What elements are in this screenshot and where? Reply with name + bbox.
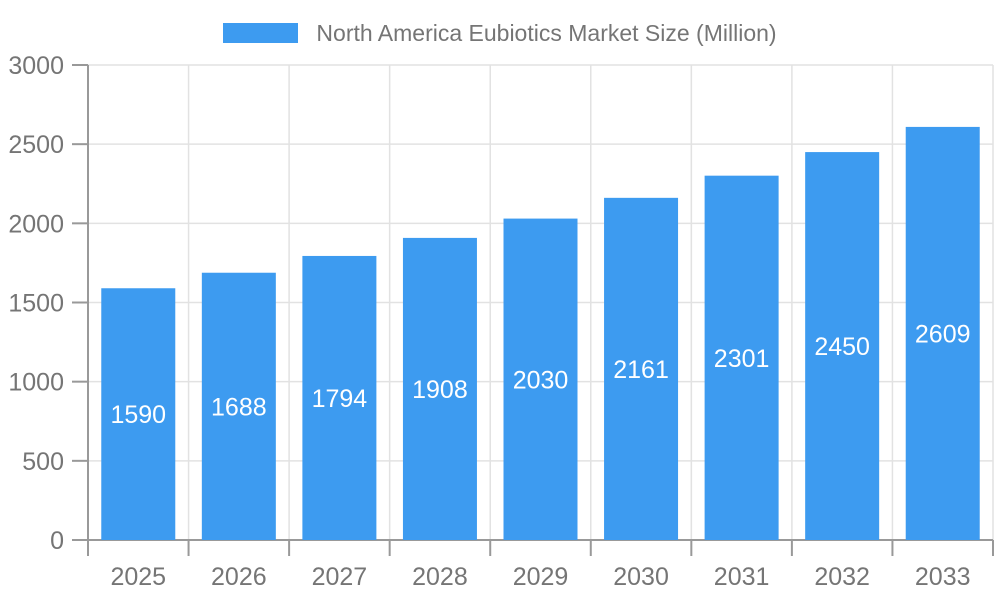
bar-value-label: 2609	[915, 320, 971, 348]
bar-2033[interactable]	[905, 126, 980, 541]
x-axis-label: 2029	[513, 563, 569, 591]
x-axis-label: 2027	[312, 563, 368, 591]
bar-2025[interactable]	[101, 288, 176, 540]
y-axis-label: 2000	[8, 210, 64, 238]
bar-2026[interactable]	[201, 272, 276, 540]
y-axis-label: 2500	[8, 131, 64, 159]
legend-label: North America Eubiotics Market Size (Mil…	[316, 20, 777, 46]
x-axis-label: 2030	[613, 563, 669, 591]
y-axis-label: 500	[22, 448, 64, 476]
bar-2029[interactable]	[503, 218, 578, 541]
bar-value-label: 1908	[412, 376, 468, 404]
bar-2028[interactable]	[402, 237, 477, 540]
x-axis-label: 2033	[915, 563, 971, 591]
y-axis-label: 1500	[8, 290, 64, 318]
bar-value-label: 1688	[211, 393, 267, 421]
y-axis-label: 0	[50, 527, 64, 555]
bar-2027[interactable]	[302, 255, 377, 540]
x-axis-label: 2025	[110, 563, 166, 591]
bar-value-label: 2030	[513, 366, 569, 394]
legend-swatch	[223, 23, 299, 43]
bar-value-label: 2450	[814, 333, 870, 361]
x-axis-label: 2028	[412, 563, 468, 591]
bar-value-label: 2161	[613, 356, 669, 384]
bar-2032[interactable]	[805, 152, 880, 541]
bar-2030[interactable]	[604, 197, 679, 540]
x-axis-label: 2032	[814, 563, 870, 591]
bar-2031[interactable]	[704, 175, 779, 541]
chart-legend[interactable]: North America Eubiotics Market Size (Mil…	[0, 20, 1000, 46]
y-axis-label: 3000	[8, 52, 64, 80]
bar-value-label: 2301	[714, 345, 770, 373]
x-axis-label: 2026	[211, 563, 267, 591]
y-axis-label: 1000	[8, 369, 64, 397]
bar-value-label: 1590	[110, 401, 166, 429]
bar-value-label: 1794	[312, 385, 368, 413]
x-axis-label: 2031	[714, 563, 770, 591]
